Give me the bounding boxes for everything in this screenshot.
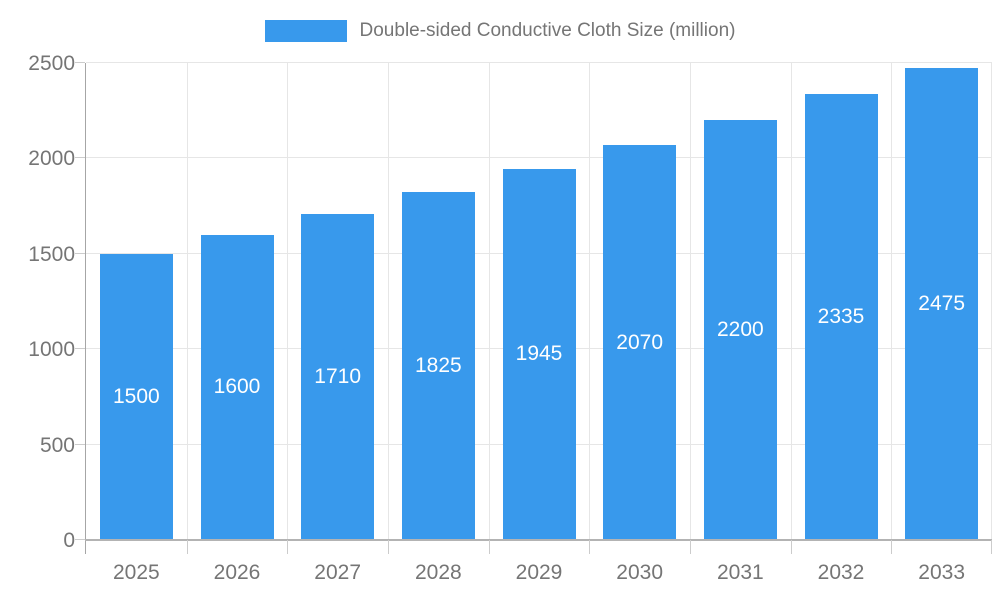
bar-2025[interactable]: 1500 (99, 253, 173, 540)
x-gridline (791, 63, 792, 540)
y-tick-mark (75, 443, 85, 445)
x-gridline (287, 63, 288, 540)
y-tick-mark (75, 62, 85, 63)
x-axis-tick-label: 2031 (716, 561, 764, 584)
x-gridline (187, 63, 188, 540)
x-gridline (589, 63, 590, 540)
bar-2033[interactable]: 2475 (905, 67, 979, 540)
bar-value-label: 1945 (515, 342, 563, 366)
bar-2026[interactable]: 1600 (200, 234, 274, 540)
y-axis-tick-label: 1500 (28, 242, 75, 266)
y-tick-mark (75, 348, 85, 350)
bar-2027[interactable]: 1710 (301, 213, 375, 540)
x-axis-tick-label: 2026 (213, 561, 261, 584)
x-gridline (991, 63, 992, 540)
x-axis-tick-label: 2030 (616, 561, 664, 584)
legend-swatch-icon (264, 20, 347, 42)
x-gridline (489, 63, 490, 540)
x-tick-mark (388, 540, 389, 554)
bar-value-label: 1500 (112, 384, 160, 408)
y-axis-line (85, 63, 86, 554)
bar-value-label: 1710 (314, 364, 362, 388)
bar-value-label: 1600 (213, 375, 261, 399)
x-tick-mark (489, 540, 490, 554)
bar-2030[interactable]: 2070 (603, 145, 677, 540)
bar-2028[interactable]: 1825 (401, 191, 475, 540)
y-tick-mark (75, 539, 85, 540)
x-axis-line (85, 539, 992, 541)
y-tick-mark (75, 157, 85, 159)
legend-label: Double-sided Conductive Cloth Size (mill… (359, 20, 736, 41)
bar-2032[interactable]: 2335 (804, 94, 878, 540)
y-gridline (86, 62, 992, 63)
legend[interactable]: Double-sided Conductive Cloth Size (mill… (0, 17, 1000, 45)
y-axis-tick-label: 2000 (28, 147, 75, 171)
bar-2031[interactable]: 2200 (703, 120, 777, 540)
y-axis-tick-label: 0 (63, 529, 75, 552)
y-axis-tick-label: 500 (39, 433, 75, 457)
x-axis-tick-label: 2025 (112, 561, 160, 584)
x-tick-mark (589, 540, 590, 554)
x-tick-mark (891, 540, 892, 554)
y-axis-tick-label: 2500 (28, 52, 75, 75)
x-tick-mark (287, 540, 288, 554)
x-axis-tick-label: 2032 (817, 561, 865, 584)
x-gridline (690, 63, 691, 540)
x-gridline (891, 63, 892, 540)
bar-value-label: 2335 (817, 305, 865, 329)
x-tick-mark (690, 540, 691, 554)
y-gridline (86, 157, 992, 159)
bar-2029[interactable]: 1945 (502, 168, 576, 540)
bar-value-label: 2070 (616, 330, 664, 354)
bar-value-label: 1825 (414, 353, 462, 377)
x-axis-tick-label: 2029 (515, 561, 563, 584)
bar-value-label: 2475 (918, 291, 966, 315)
y-axis-tick-label: 1000 (28, 338, 75, 362)
x-tick-mark (791, 540, 792, 554)
plot-area: 1500 1600 1710 1825 1945 2070 2200 2335 2475 (86, 62, 992, 540)
x-tick-mark (187, 540, 188, 554)
bar-value-label: 2200 (716, 318, 764, 342)
y-tick-mark (75, 252, 85, 254)
x-tick-mark (991, 540, 992, 554)
x-axis-tick-label: 2028 (414, 561, 462, 584)
x-gridline (388, 63, 389, 540)
x-axis-tick-label: 2033 (918, 561, 966, 584)
x-axis-tick-label: 2027 (314, 561, 362, 584)
